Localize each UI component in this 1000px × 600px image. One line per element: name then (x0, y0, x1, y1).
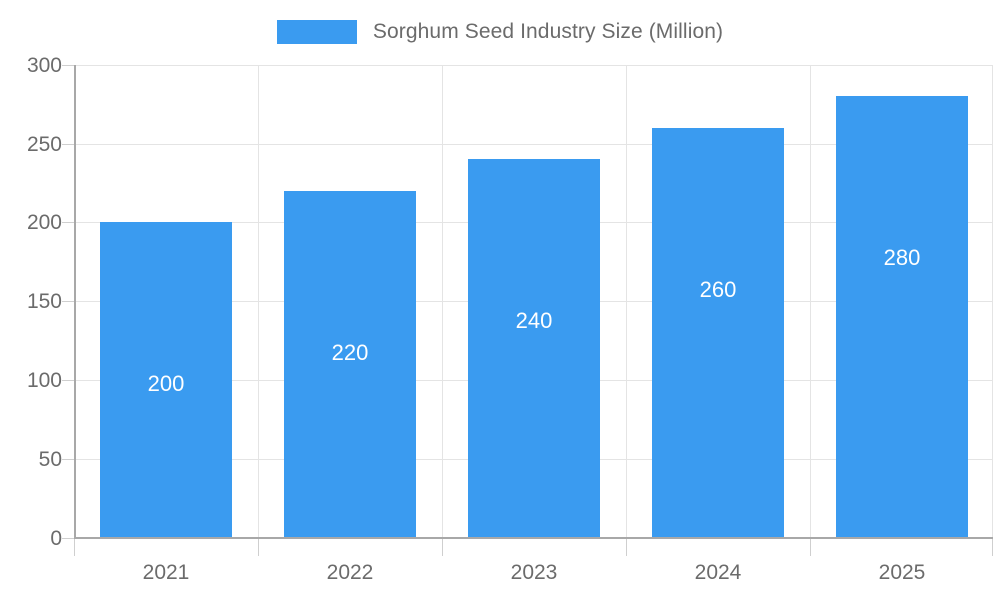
x-axis-tick-3 (626, 539, 627, 556)
gridline-horizontal-300 (74, 65, 993, 66)
y-axis-tick-label-100: 100 (26, 369, 62, 392)
plot-area: 200 220 240 260 280 (74, 65, 993, 538)
gridline-vertical-4 (810, 65, 811, 538)
bar-2025[interactable] (836, 96, 968, 538)
bar-2024[interactable] (652, 128, 784, 538)
x-axis-tick-4 (810, 539, 811, 556)
y-axis-tick-50 (62, 459, 74, 460)
gridline-horizontal-250 (74, 144, 993, 145)
y-axis-tick-label-150: 150 (26, 290, 62, 313)
legend-label-sorghum-seed-industry-size[interactable]: Sorghum Seed Industry Size (Million) (372, 20, 724, 43)
gridline-vertical-2 (442, 65, 443, 538)
y-axis-tick-250 (62, 144, 74, 145)
y-axis-tick-300 (62, 65, 74, 66)
bar-2022[interactable] (284, 191, 416, 538)
x-axis-label-2022: 2022 (326, 561, 374, 584)
y-axis-tick-label-50: 50 (38, 448, 62, 471)
x-axis-tick-0 (74, 539, 75, 556)
y-axis-tick-200 (62, 222, 74, 223)
y-axis-tick-label-0: 0 (50, 527, 62, 550)
y-axis-tick-150 (62, 301, 74, 302)
y-axis-line (74, 65, 76, 539)
x-axis-label-2023: 2023 (510, 561, 558, 584)
legend-swatch-icon[interactable] (276, 20, 357, 44)
x-axis-tick-2 (442, 539, 443, 556)
y-axis-tick-label-300: 300 (26, 54, 62, 77)
x-axis-tick-5 (992, 539, 993, 556)
y-axis-labels: 300 250 200 150 100 50 0 (0, 0, 62, 600)
bar-2021[interactable] (100, 222, 232, 538)
x-axis-tick-1 (258, 539, 259, 556)
y-axis-tick-0 (62, 538, 74, 539)
gridline-vertical-5 (992, 65, 993, 538)
x-axis-label-2025: 2025 (878, 561, 926, 584)
bar-2023[interactable] (468, 159, 600, 538)
gridline-vertical-1 (258, 65, 259, 538)
x-axis-label-2024: 2024 (694, 561, 742, 584)
y-axis-tick-label-250: 250 (26, 133, 62, 156)
y-axis-tick-100 (62, 380, 74, 381)
y-axis-tick-label-200: 200 (26, 211, 62, 234)
x-axis-line (74, 537, 993, 539)
chart-legend: Sorghum Seed Industry Size (Million) (0, 14, 1000, 50)
gridline-vertical-3 (626, 65, 627, 538)
x-axis-label-2021: 2021 (142, 561, 190, 584)
